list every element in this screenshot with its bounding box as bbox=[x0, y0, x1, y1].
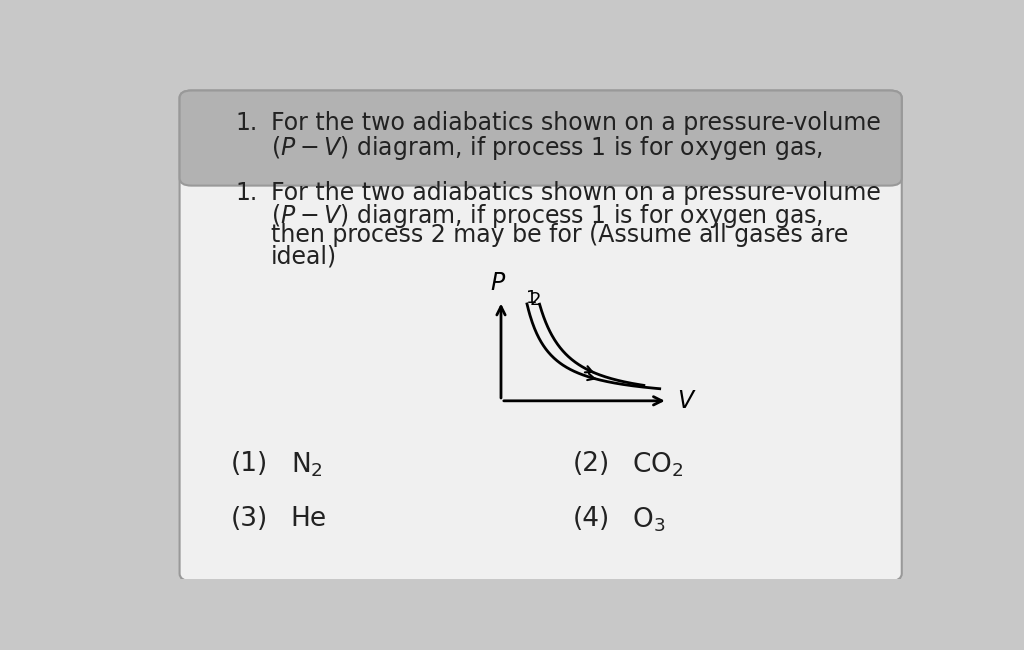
Text: 2: 2 bbox=[529, 291, 542, 309]
Text: then process 2 may be for (Assume all gases are: then process 2 may be for (Assume all ga… bbox=[270, 223, 848, 247]
Text: 1.: 1. bbox=[236, 111, 257, 135]
Text: 1: 1 bbox=[526, 289, 538, 307]
Text: $(P-V)$ diagram, if process 1 is for oxygen gas,: $(P-V)$ diagram, if process 1 is for oxy… bbox=[270, 134, 823, 162]
Text: $(P-V)$ diagram, if process 1 is for oxygen gas,: $(P-V)$ diagram, if process 1 is for oxy… bbox=[270, 202, 823, 230]
Text: CO$_2$: CO$_2$ bbox=[632, 451, 683, 479]
Text: 1.: 1. bbox=[236, 181, 257, 205]
Text: O$_3$: O$_3$ bbox=[632, 506, 666, 534]
Text: $P$: $P$ bbox=[489, 270, 506, 294]
Text: (2): (2) bbox=[572, 451, 609, 477]
Text: N$_2$: N$_2$ bbox=[291, 451, 323, 479]
FancyBboxPatch shape bbox=[179, 90, 902, 581]
Text: For the two adiabatics shown on a pressure-volume: For the two adiabatics shown on a pressu… bbox=[270, 111, 881, 135]
Text: (1): (1) bbox=[231, 451, 268, 477]
Text: (4): (4) bbox=[572, 506, 609, 532]
Text: (3): (3) bbox=[231, 506, 268, 532]
FancyBboxPatch shape bbox=[179, 90, 902, 186]
Text: For the two adiabatics shown on a pressure-volume: For the two adiabatics shown on a pressu… bbox=[270, 181, 881, 205]
Text: ideal): ideal) bbox=[270, 244, 337, 268]
Text: $V$: $V$ bbox=[677, 389, 696, 413]
Text: He: He bbox=[291, 506, 327, 532]
